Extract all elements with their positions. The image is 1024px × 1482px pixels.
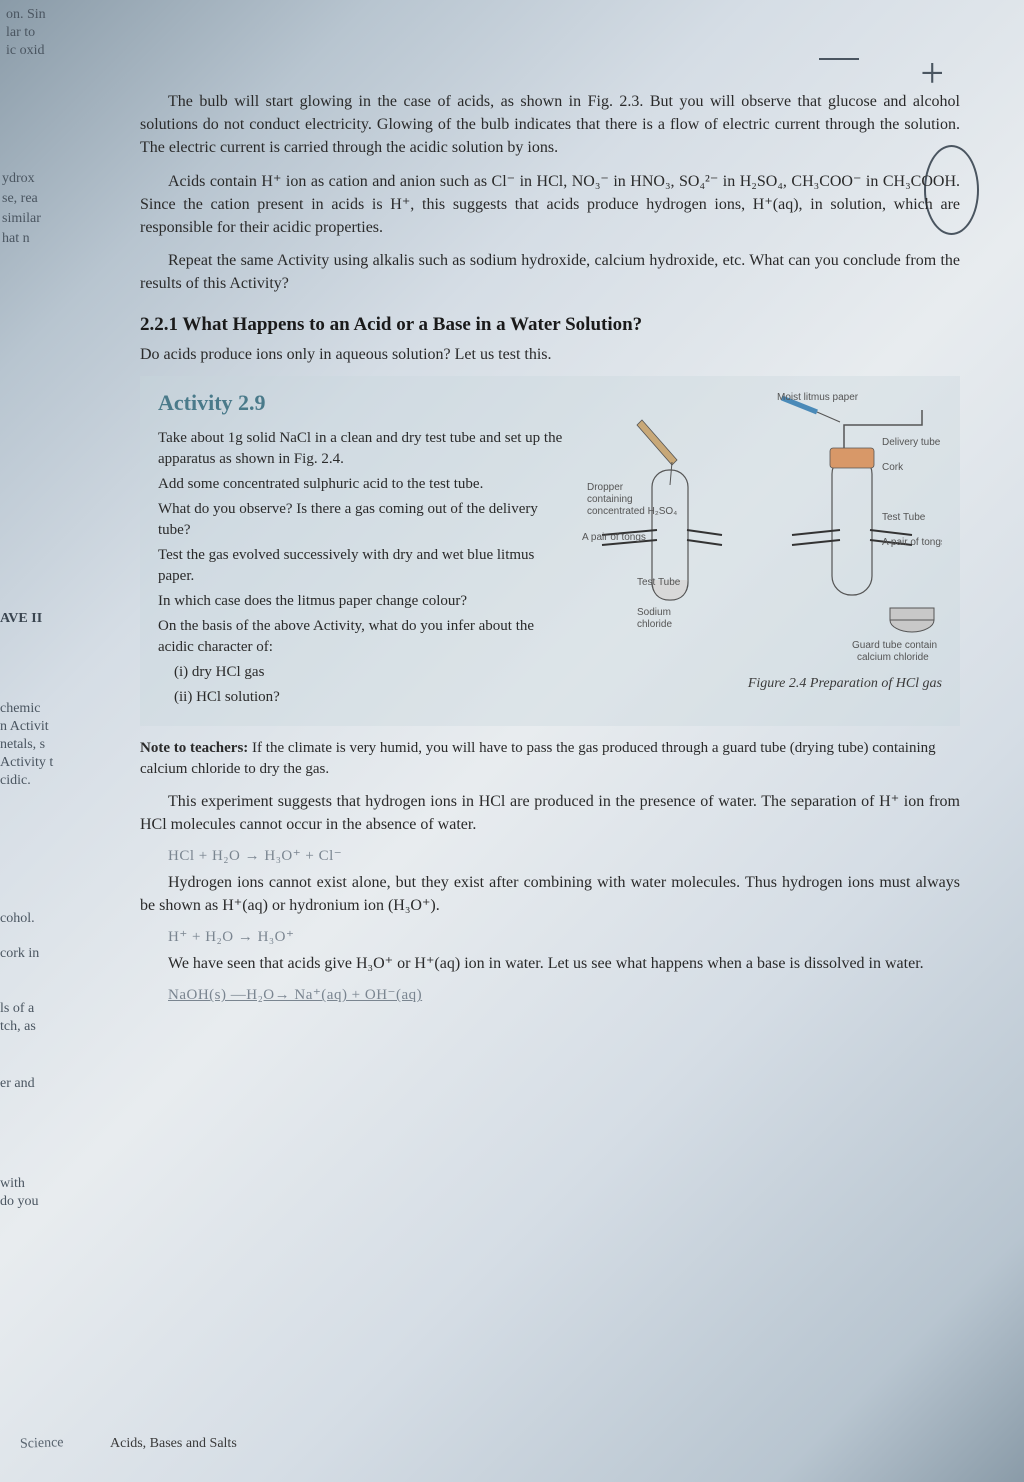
diagram-label: chloride (637, 619, 672, 630)
activity-step: Add some concentrated sulphuric acid to … (158, 474, 564, 495)
diagram-label: calcium chloride (857, 652, 929, 663)
margin-fragment: on. Sin (6, 6, 46, 24)
activity-figure: Moist litmus paper Delivery tube Cork Te… (582, 390, 942, 712)
activity-step: In which case does the litmus paper chan… (158, 591, 564, 612)
margin-fragment: lar to (6, 24, 35, 42)
margin-fragment: tch, as (0, 1018, 36, 1036)
note-label: Note to teachers: (140, 740, 248, 756)
margin-fragment: do you (0, 1193, 39, 1211)
diagram-label: containing (587, 494, 633, 505)
margin-fragment: similar (2, 210, 41, 228)
section-heading: 2.2.1 What Happens to an Acid or a Base … (140, 314, 960, 336)
activity-step: What do you observe? Is there a gas comi… (158, 499, 564, 541)
activity-text: Activity 2.9 Take about 1g solid NaCl in… (158, 390, 564, 712)
margin-fragment: er and (0, 1075, 35, 1093)
paragraph-2: Acids contain H⁺ ion as cation and anion… (140, 170, 960, 240)
diagram-label: Sodium (637, 607, 671, 618)
paragraph-3: Repeat the same Activity using alkalis s… (140, 249, 960, 295)
margin-fragment: cidic. (0, 772, 31, 790)
margin-fragment: chemic (0, 700, 40, 718)
paragraph-5: Hydrogen ions cannot exist alone, but th… (140, 871, 960, 917)
teacher-note: Note to teachers: If the climate is very… (140, 738, 960, 780)
diagram-label: concentrated H₂SO₄ (587, 506, 677, 517)
margin-fragment: cohol. (0, 910, 35, 928)
equation-1: HCl + H₂O → H₃O⁺ + Cl⁻ (168, 846, 960, 865)
activity-title: Activity 2.9 (158, 390, 564, 416)
diagram-label: Moist litmus paper (777, 392, 859, 403)
diagram-label: Delivery tube (882, 437, 941, 448)
figure-caption: Figure 2.4 Preparation of HCl gas (582, 676, 942, 692)
diagram-label: A pair of tongs (582, 532, 646, 543)
diagram-label: Cork (882, 462, 904, 473)
footer-science-label: Science (20, 1435, 64, 1453)
margin-fragment: se, rea (2, 190, 38, 208)
margin-fragment: n Activit (0, 718, 49, 736)
margin-fragment: AVE II (0, 610, 42, 628)
paragraph-6: We have seen that acids give H₃O⁺ or H⁺(… (140, 952, 960, 975)
paragraph-4: This experiment suggests that hydrogen i… (140, 790, 960, 836)
activity-option: (i) dry HCl gas (174, 662, 564, 683)
margin-fragment: Activity t (0, 754, 53, 772)
margin-fragment: hat n (2, 230, 30, 248)
margin-fragment: ls of a (0, 1000, 34, 1018)
activity-option: (ii) HCl solution? (174, 687, 564, 708)
diagram-label: A pair of tongs (882, 537, 942, 548)
margin-fragment: cork in (0, 945, 39, 963)
activity-box: Activity 2.9 Take about 1g solid NaCl in… (140, 376, 960, 726)
margin-fragment: ydrox (2, 170, 35, 188)
paragraph-1: The bulb will start glowing in the case … (140, 90, 960, 160)
activity-step: Take about 1g solid NaCl in a clean and … (158, 428, 564, 470)
diagram-label: Dropper (587, 482, 624, 493)
margin-fragment: ic oxid (6, 42, 45, 60)
apparatus-diagram: Moist litmus paper Delivery tube Cork Te… (582, 390, 942, 670)
note-text: If the climate is very humid, you will h… (140, 740, 936, 777)
equation-3: NaOH(s) —H₂O→ Na⁺(aq) + OH⁻(aq) (168, 985, 960, 1004)
diagram-label: Test Tube (882, 512, 926, 523)
footer-chapter-title: Acids, Bases and Salts (110, 1436, 237, 1452)
diagram-label: Test Tube (637, 577, 681, 588)
margin-fragment: with (0, 1175, 25, 1193)
lead-question: Do acids produce ions only in aqueous so… (140, 346, 960, 364)
diagram-label: Guard tube contain (852, 640, 937, 651)
activity-step: Test the gas evolved successively with d… (158, 545, 564, 587)
page-content: The bulb will start glowing in the case … (80, 40, 1000, 1050)
equation-2: H⁺ + H₂O → H₃O⁺ (168, 927, 960, 946)
activity-step: On the basis of the above Activity, what… (158, 616, 564, 658)
margin-fragment: netals, s (0, 736, 45, 754)
